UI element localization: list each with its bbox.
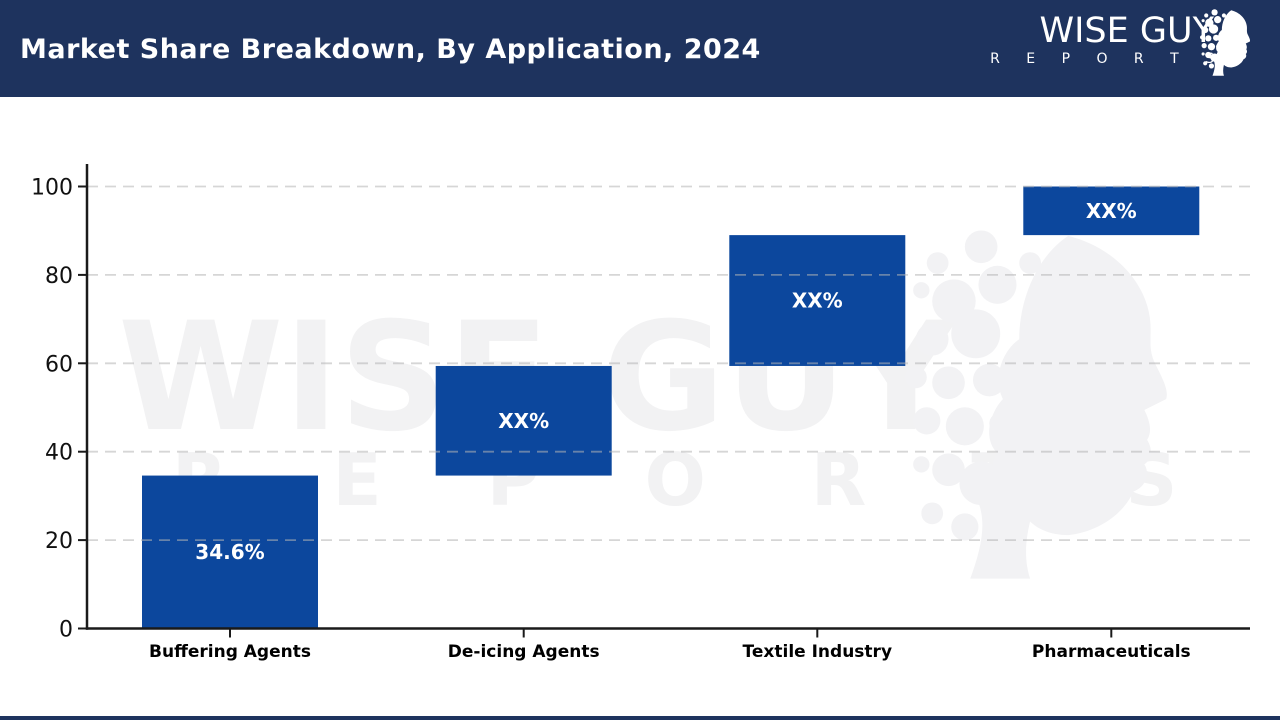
brand-name: WISE GUY <box>1039 11 1214 51</box>
category-label-1: De-icing Agents <box>448 642 600 662</box>
bar-2 <box>729 235 906 366</box>
brand-logo-text: WISE GUY R E P O R T S <box>990 12 1214 67</box>
brand-logo: WISE GUY R E P O R T S <box>990 9 1251 76</box>
ytick-label-60: 60 <box>45 352 73 377</box>
ytick-label-20: 20 <box>45 529 73 554</box>
category-label-0: Buffering Agents <box>149 642 311 662</box>
bar-label-1: XX% <box>498 409 549 433</box>
bar-label-2: XX% <box>792 289 843 313</box>
gridlines <box>87 185 1250 542</box>
bar-3 <box>1023 186 1200 236</box>
bar-0 <box>142 475 318 629</box>
category-label-3: Pharmaceuticals <box>1032 642 1191 662</box>
head-logo-icon <box>1200 9 1251 76</box>
bar-value-labels: 34.6% XX% XX% XX% <box>195 199 1136 564</box>
ytick-label-0: 0 <box>59 618 73 643</box>
brand-subname: R E P O R T S <box>990 51 1225 67</box>
bar-label-0: 34.6% <box>195 540 264 564</box>
bar-label-3: XX% <box>1086 199 1137 223</box>
header-bar: Market Share Breakdown, By Application, … <box>0 0 1280 97</box>
category-labels: Buffering Agents De-icing Agents Textile I… <box>149 642 1191 662</box>
ytick-label-80: 80 <box>45 264 73 289</box>
plot-area: WISE GUY R E P O R T S 0 20 40 60 80 100 34.6… <box>0 97 1280 720</box>
bar-1 <box>435 365 612 476</box>
ytick-label-100: 100 <box>31 176 73 201</box>
ytick-label-40: 40 <box>45 441 73 466</box>
bars-layer <box>142 186 1200 629</box>
axes: 0 20 40 60 80 100 <box>31 164 1250 643</box>
page-title: Market Share Breakdown, By Application, … <box>20 34 761 65</box>
category-label-2: Textile Industry <box>743 642 892 662</box>
footer-bar <box>0 716 1280 720</box>
